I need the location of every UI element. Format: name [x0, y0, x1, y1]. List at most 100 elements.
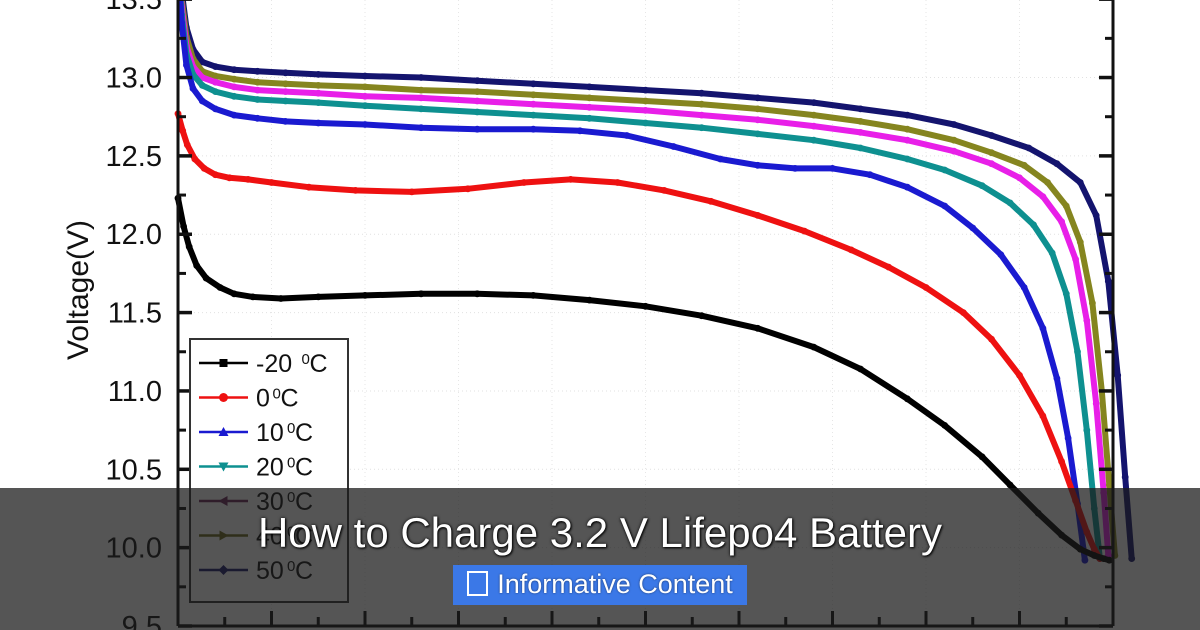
- series-marker: [801, 227, 808, 235]
- series-marker: [314, 82, 322, 89]
- series-marker: [212, 171, 219, 179]
- series-marker: [352, 187, 359, 194]
- series-marker: [754, 94, 762, 102]
- series-marker: [230, 92, 238, 100]
- series-marker: [857, 118, 864, 125]
- y-axis-title-group: Voltage(V): [62, 220, 95, 360]
- series-marker: [903, 125, 911, 133]
- y-tick-label: 11.5: [108, 298, 162, 330]
- legend-label-degree: 0: [302, 351, 310, 368]
- series-marker: [698, 111, 705, 119]
- series-marker: [810, 111, 818, 119]
- series-marker: [230, 75, 238, 83]
- series-marker: [529, 111, 537, 119]
- series-marker: [642, 119, 649, 127]
- series-marker: [216, 284, 224, 291]
- series-marker: [754, 105, 762, 113]
- series-marker: [988, 149, 995, 157]
- series-marker: [810, 122, 818, 130]
- series-marker: [1092, 212, 1100, 219]
- series-marker: [1064, 434, 1072, 442]
- legend-label-degree: 0: [287, 455, 295, 472]
- legend-label-degree: 0: [287, 420, 295, 437]
- series-marker: [1121, 473, 1129, 481]
- legend-label-value: -20: [256, 350, 292, 378]
- series-marker: [198, 58, 206, 66]
- series-marker: [473, 125, 481, 133]
- series-marker: [857, 144, 864, 152]
- legend-label-degree: 0: [273, 386, 281, 403]
- series-marker: [1105, 481, 1113, 489]
- series-marker: [473, 108, 481, 116]
- series-marker: [885, 263, 892, 271]
- series-marker: [1048, 249, 1056, 257]
- series-marker: [960, 309, 967, 316]
- series-marker: [212, 72, 219, 80]
- series-marker: [829, 165, 836, 172]
- legend-marker-square: [219, 359, 228, 367]
- series-marker: [473, 77, 481, 85]
- series-marker: [464, 185, 472, 193]
- series-marker: [922, 284, 930, 291]
- series-marker: [1016, 174, 1023, 182]
- series-marker: [473, 97, 481, 105]
- series-marker: [1053, 375, 1061, 382]
- series-marker: [670, 143, 677, 150]
- series-marker: [417, 86, 425, 94]
- legend-item-10: 10 0 C: [199, 419, 313, 447]
- series-marker: [254, 114, 261, 122]
- title-overlay-scrim: [0, 488, 1200, 630]
- series-marker: [529, 125, 537, 133]
- series-marker: [866, 171, 874, 179]
- series-marker: [198, 97, 206, 105]
- series-marker: [1083, 426, 1091, 434]
- series-marker: [254, 96, 261, 103]
- series-marker: [642, 107, 649, 114]
- series-marker: [198, 82, 206, 89]
- series-marker: [642, 302, 649, 310]
- series-marker: [754, 116, 762, 124]
- series-marker: [417, 124, 425, 132]
- series-marker: [1089, 299, 1096, 307]
- series-marker: [857, 105, 864, 113]
- series-marker: [183, 61, 190, 69]
- series-marker: [614, 179, 621, 186]
- series-marker: [660, 187, 668, 194]
- series-marker: [361, 72, 369, 80]
- series-10-°C: [177, 0, 1089, 564]
- series-marker: [988, 132, 995, 139]
- series-marker: [230, 83, 238, 91]
- series-marker: [1114, 371, 1122, 379]
- series-marker: [586, 83, 593, 91]
- series-marker: [810, 136, 818, 144]
- series-marker: [978, 453, 986, 461]
- series-marker: [754, 161, 762, 169]
- series-marker: [529, 292, 537, 299]
- series-marker: [586, 296, 593, 304]
- legend-marker-triangle-down: [218, 462, 229, 472]
- page-title: How to Charge 3.2 V Lifepo4 Battery: [257, 509, 943, 556]
- y-tick-label: 10.5: [106, 454, 162, 486]
- y-tick-label: 13.0: [106, 63, 162, 95]
- series-marker: [950, 121, 958, 128]
- series-marker: [212, 78, 219, 86]
- series-marker: [361, 102, 369, 110]
- series-marker: [857, 129, 864, 136]
- series-marker: [978, 182, 986, 190]
- series-marker: [254, 67, 261, 75]
- series-marker: [791, 165, 799, 172]
- series-marker: [417, 290, 425, 298]
- series-marker: [314, 99, 322, 106]
- series-marker: [282, 118, 289, 125]
- series-marker: [473, 88, 481, 95]
- series-marker: [417, 74, 425, 81]
- series-marker: [314, 71, 322, 78]
- series-marker: [754, 324, 762, 332]
- series-marker: [1076, 179, 1084, 186]
- series-marker: [1074, 348, 1081, 356]
- series-marker: [698, 89, 705, 97]
- series-marker: [810, 99, 818, 106]
- series-marker: [698, 100, 705, 108]
